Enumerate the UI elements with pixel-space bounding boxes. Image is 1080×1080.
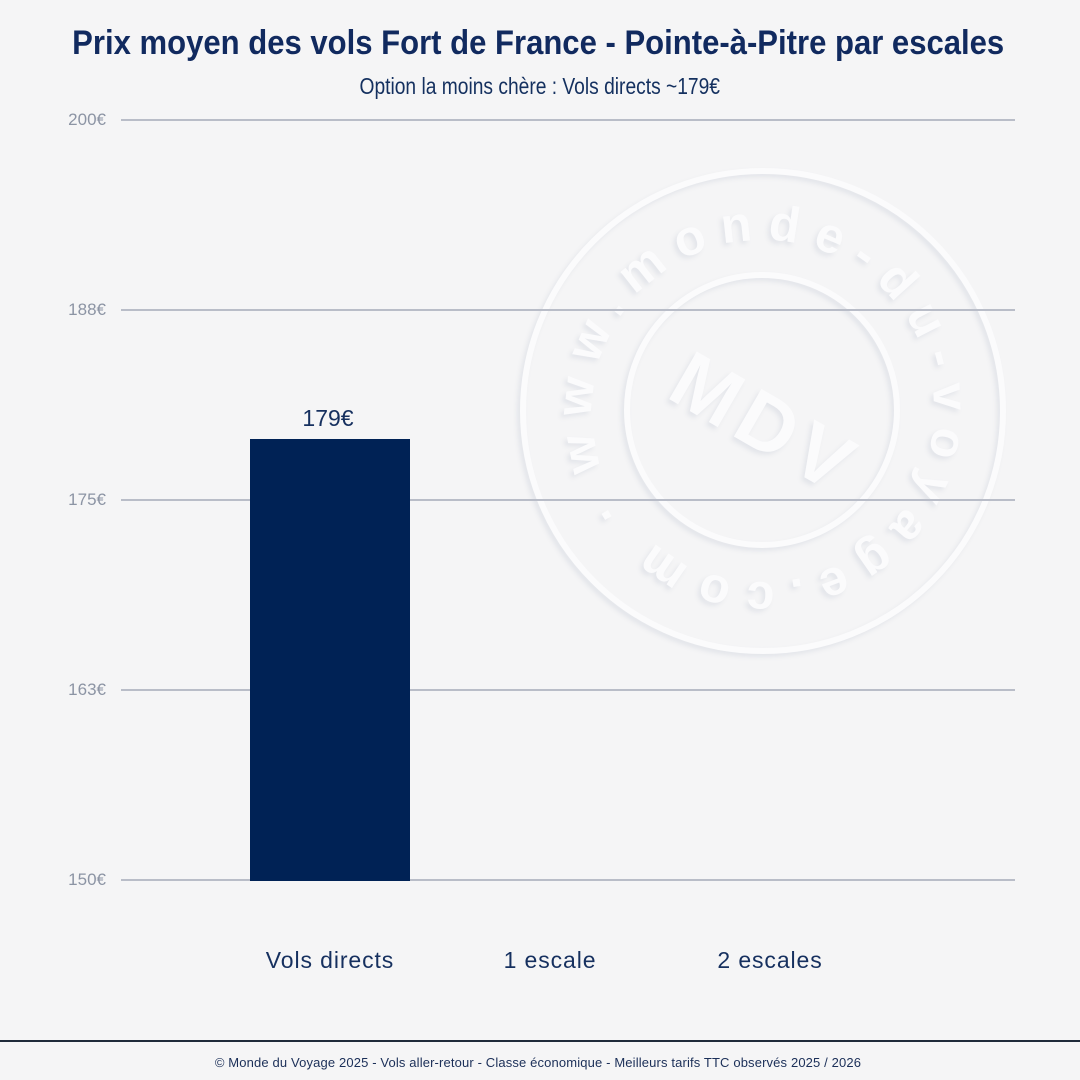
- svg-text:MDV: MDV: [656, 334, 875, 512]
